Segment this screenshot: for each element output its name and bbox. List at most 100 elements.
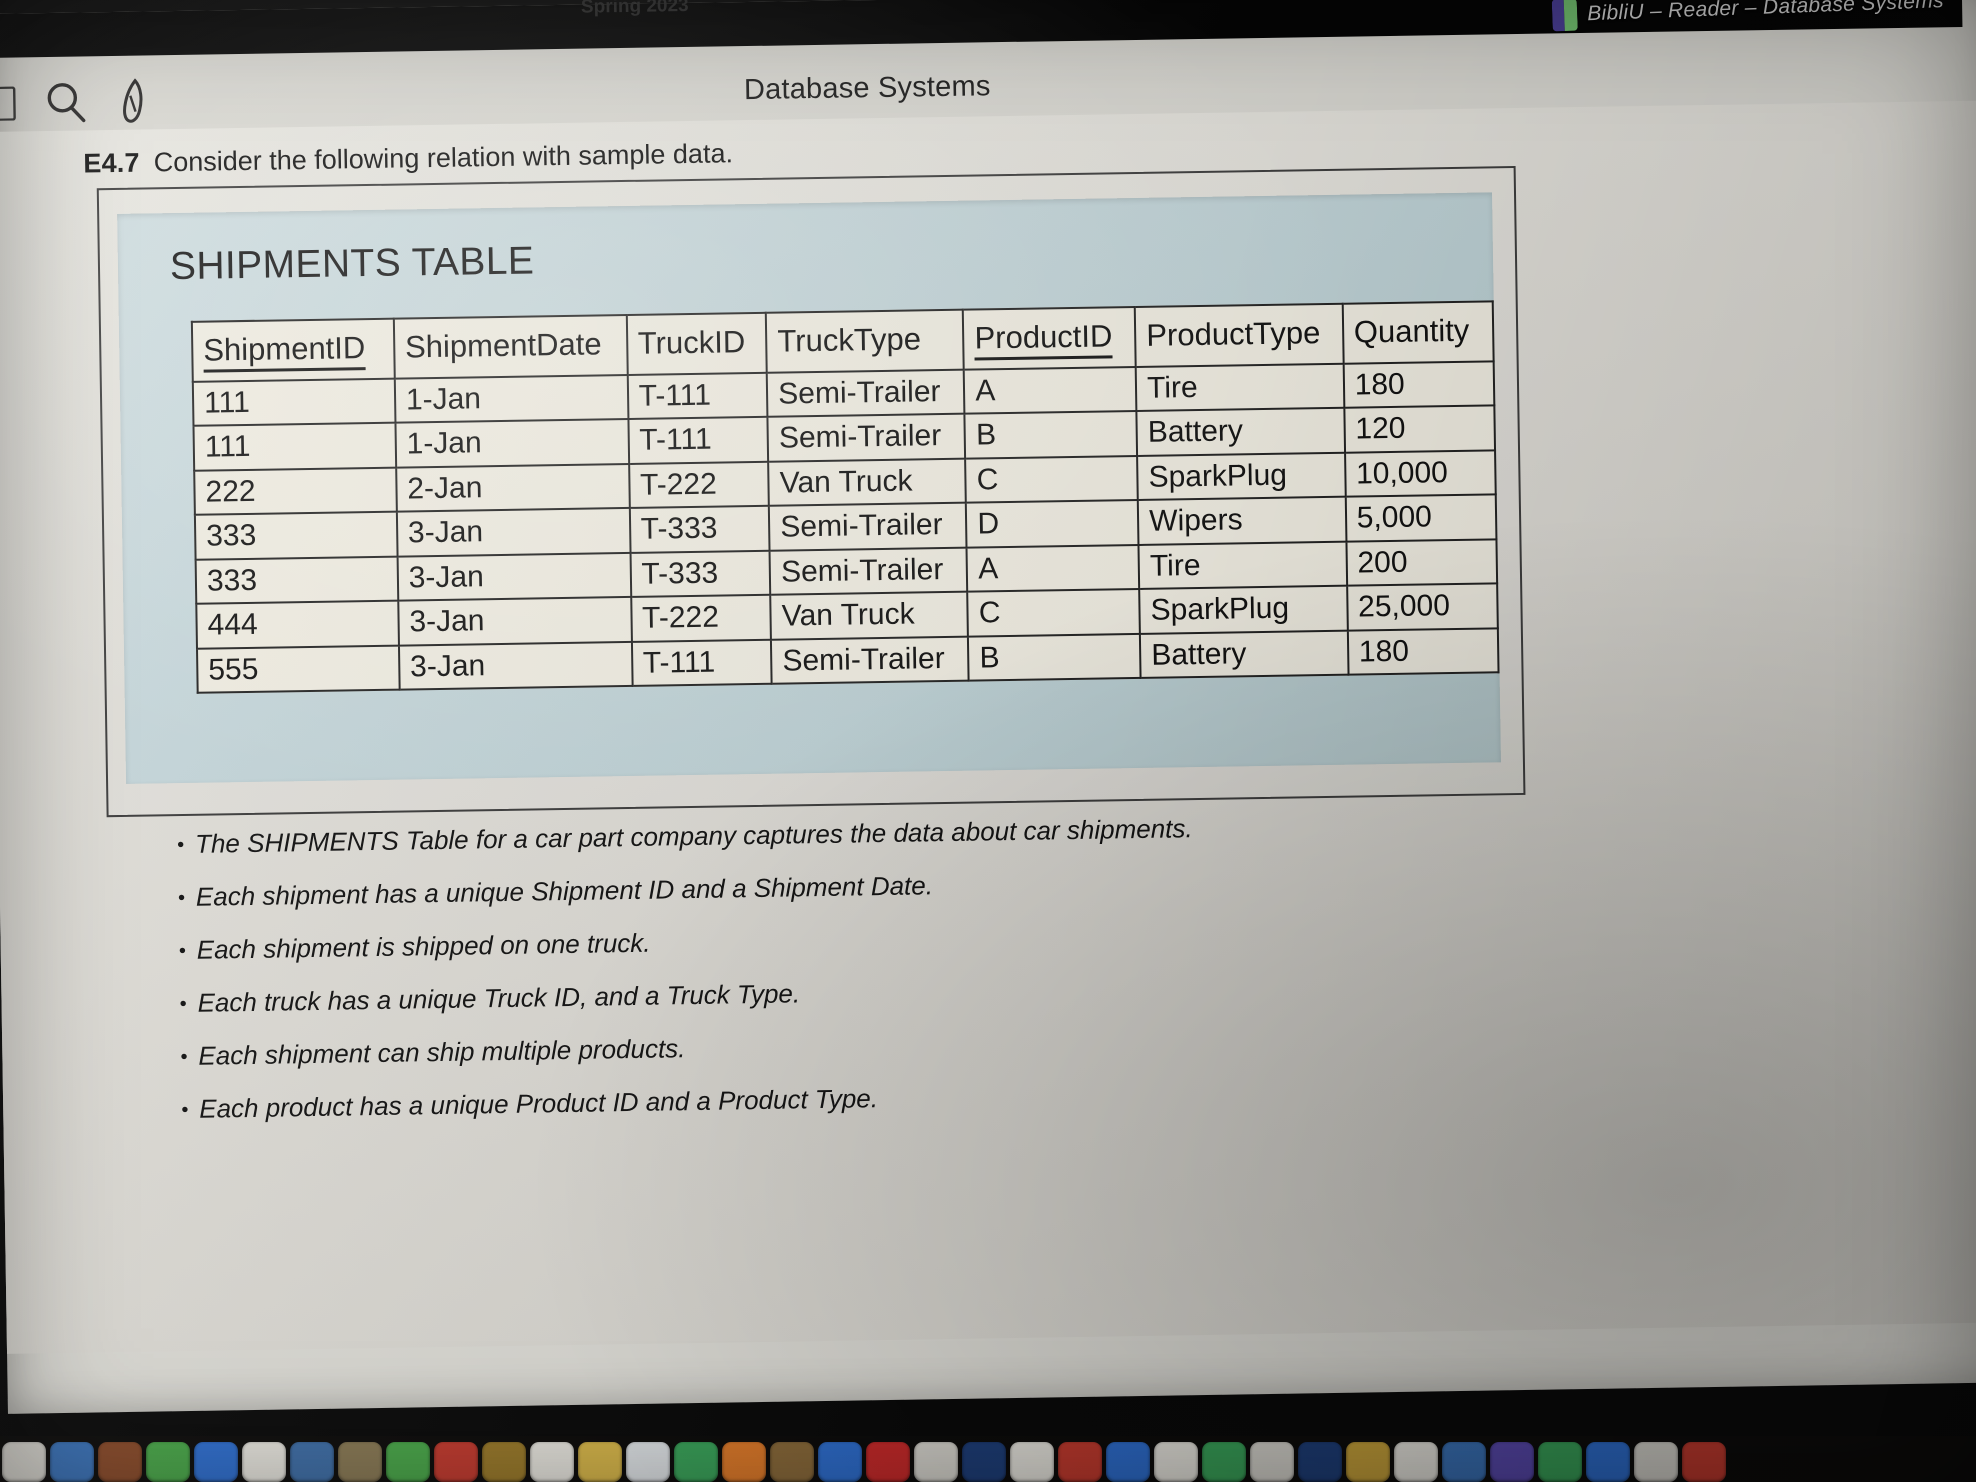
figure-inner: SHIPMENTS TABLE ShipmentID ShipmentDate Tr… — [117, 192, 1501, 784]
dock-app-icon[interactable] — [1346, 1442, 1390, 1482]
table-cell: T-333 — [630, 550, 771, 598]
dock-app-icon[interactable] — [146, 1442, 190, 1482]
bullet-item: Each product has a unique Product ID and… — [181, 1074, 1481, 1125]
dock-app-icon[interactable] — [1490, 1442, 1534, 1482]
table-cell: Van Truck — [770, 591, 969, 640]
dock-app-icon[interactable] — [770, 1442, 814, 1482]
macos-dock[interactable] — [0, 1436, 1976, 1482]
table-cell: 5,000 — [1345, 494, 1497, 542]
bullet-item: Each truck has a unique Truck ID, and a … — [179, 968, 1479, 1019]
table-cell: Wipers — [1137, 496, 1347, 545]
dock-app-icon[interactable] — [2, 1442, 46, 1482]
dock-app-icon[interactable] — [242, 1442, 286, 1482]
table-cell: B — [964, 411, 1138, 459]
exercise-text: Consider the following relation with sam… — [153, 138, 734, 178]
dock-app-icon[interactable] — [1682, 1442, 1726, 1482]
dock-app-icon[interactable] — [434, 1442, 478, 1482]
dock-app-icon[interactable] — [866, 1442, 910, 1482]
table-cell: 444 — [196, 600, 399, 649]
dock-app-icon[interactable] — [818, 1442, 862, 1482]
dock-app-icon[interactable] — [194, 1442, 238, 1482]
table-cell: 3-Jan — [396, 508, 631, 557]
column-header: Quantity — [1342, 301, 1494, 364]
bullet-item: Each shipment can ship multiple products… — [180, 1021, 1480, 1072]
search-icon[interactable] — [43, 79, 90, 131]
dock-app-icon[interactable] — [1442, 1442, 1486, 1482]
dock-app-icon[interactable] — [1058, 1442, 1102, 1482]
table-cell: Semi-Trailer — [769, 502, 967, 551]
dock-app-icon[interactable] — [962, 1442, 1006, 1482]
table-cell: Battery — [1136, 407, 1345, 456]
column-header: TruckID — [626, 312, 767, 375]
table-cell: T-111 — [628, 416, 769, 464]
table-cell: 3-Jan — [397, 552, 631, 601]
table-cell: Battery — [1139, 630, 1349, 679]
page-content: E4.7 Consider the following relation with… — [0, 100, 1976, 1482]
dock-app-icon[interactable] — [578, 1442, 622, 1482]
column-header: TruckType — [765, 309, 965, 373]
dock-app-icon[interactable] — [626, 1442, 670, 1482]
table-cell: T-222 — [630, 594, 772, 642]
dock-app-icon[interactable] — [1586, 1442, 1630, 1482]
dock-app-icon[interactable] — [1634, 1442, 1678, 1482]
table-cell: Semi-Trailer — [771, 636, 969, 684]
dock-app-icon[interactable] — [674, 1442, 718, 1482]
table-cell: 333 — [195, 556, 399, 604]
dock-app-icon[interactable] — [1106, 1442, 1150, 1482]
dock-app-icon[interactable] — [914, 1442, 958, 1482]
contents-icon[interactable] — [0, 86, 18, 126]
table-cell: C — [965, 455, 1138, 503]
column-header: ProductType — [1134, 303, 1344, 367]
table-cell: T-111 — [627, 372, 768, 420]
exercise-number: E4.7 — [83, 147, 140, 179]
table-cell: Semi-Trailer — [767, 413, 966, 462]
table-cell: 200 — [1346, 538, 1498, 586]
table-cell: D — [966, 500, 1139, 548]
table-cell: Tire — [1135, 363, 1345, 412]
table-cell: B — [968, 633, 1141, 681]
table-cell: 10,000 — [1344, 449, 1496, 497]
table-cell: 1-Jan — [394, 374, 629, 423]
dock-app-icon[interactable] — [290, 1442, 334, 1482]
dock-app-icon[interactable] — [338, 1442, 382, 1482]
table-cell: 25,000 — [1346, 583, 1498, 631]
ghost-text: Spring 2023 — [580, 0, 689, 18]
figure-frame: SHIPMENTS TABLE ShipmentID ShipmentDate Tr… — [96, 165, 1526, 818]
column-header: ShipmentDate — [393, 314, 628, 379]
table-cell: SparkPlug — [1137, 452, 1346, 501]
dock-app-icon[interactable] — [386, 1442, 430, 1482]
window-title: BibliU – Reader – Database Systems — [1586, 0, 1945, 26]
dock-app-icon[interactable] — [1154, 1442, 1198, 1482]
bullet-item: Each shipment has a unique Shipment ID a… — [178, 862, 1478, 913]
dock-app-icon[interactable] — [482, 1442, 526, 1482]
table-cell: Semi-Trailer — [766, 369, 965, 417]
table-cell: 111 — [192, 378, 396, 426]
shipments-table: ShipmentID ShipmentDate TruckID TruckType Pr… — [190, 300, 1500, 694]
dock-app-icon[interactable] — [1538, 1442, 1582, 1482]
bullet-list: The SHIPMENTS Table for a car part compa… — [177, 809, 1482, 1147]
dock-app-icon[interactable] — [530, 1442, 574, 1482]
dock-app-icon[interactable] — [1298, 1442, 1342, 1482]
reader-toolbar: Database Systems — [0, 26, 1976, 132]
table-cell: 3-Jan — [398, 641, 633, 690]
dock-app-icon[interactable] — [722, 1442, 766, 1482]
table-cell: 333 — [194, 511, 398, 560]
table-cell: C — [967, 589, 1140, 637]
pen-icon[interactable] — [115, 77, 152, 131]
dock-app-icon[interactable] — [98, 1442, 142, 1482]
table-cell: 222 — [194, 467, 397, 515]
dock-app-icon[interactable] — [1010, 1442, 1054, 1482]
table-cell: 180 — [1347, 627, 1499, 675]
table-cell: A — [966, 544, 1140, 592]
dock-app-icon[interactable] — [1250, 1442, 1294, 1482]
figure-title: SHIPMENTS TABLE — [169, 239, 535, 289]
table-cell: 555 — [196, 645, 400, 693]
dock-app-icon[interactable] — [1394, 1442, 1438, 1482]
table-cell: SparkPlug — [1139, 585, 1348, 634]
table-cell: 180 — [1343, 361, 1495, 408]
bullet-item: The SHIPMENTS Table for a car part compa… — [177, 809, 1477, 860]
dock-app-icon[interactable] — [1202, 1442, 1246, 1482]
bibliu-logo-icon — [1551, 0, 1578, 32]
dock-app-icon[interactable] — [50, 1442, 94, 1482]
